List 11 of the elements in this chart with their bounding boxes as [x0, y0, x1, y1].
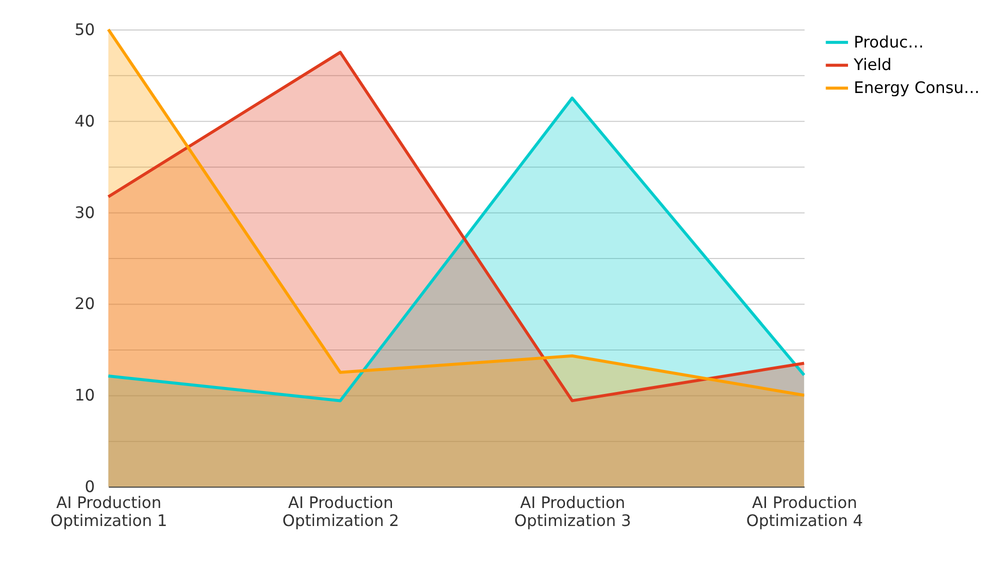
y-tick-label: 40 — [74, 111, 95, 130]
y-tick-label: 10 — [74, 386, 95, 405]
y-tick-label: 20 — [74, 294, 95, 314]
y-tick-label: 30 — [74, 202, 95, 222]
x-tick-label: AI Production Optimization 4 — [746, 493, 864, 530]
legend-label: Produc… — [854, 32, 924, 52]
legend-label: Energy Consu… — [854, 78, 980, 98]
y-tick-label: 50 — [74, 20, 95, 39]
legend-label: Yield — [852, 55, 892, 74]
x-tick-label: AI Production Optimization 3 — [514, 493, 632, 530]
x-tick-label: AI Production Optimization 2 — [282, 493, 400, 530]
